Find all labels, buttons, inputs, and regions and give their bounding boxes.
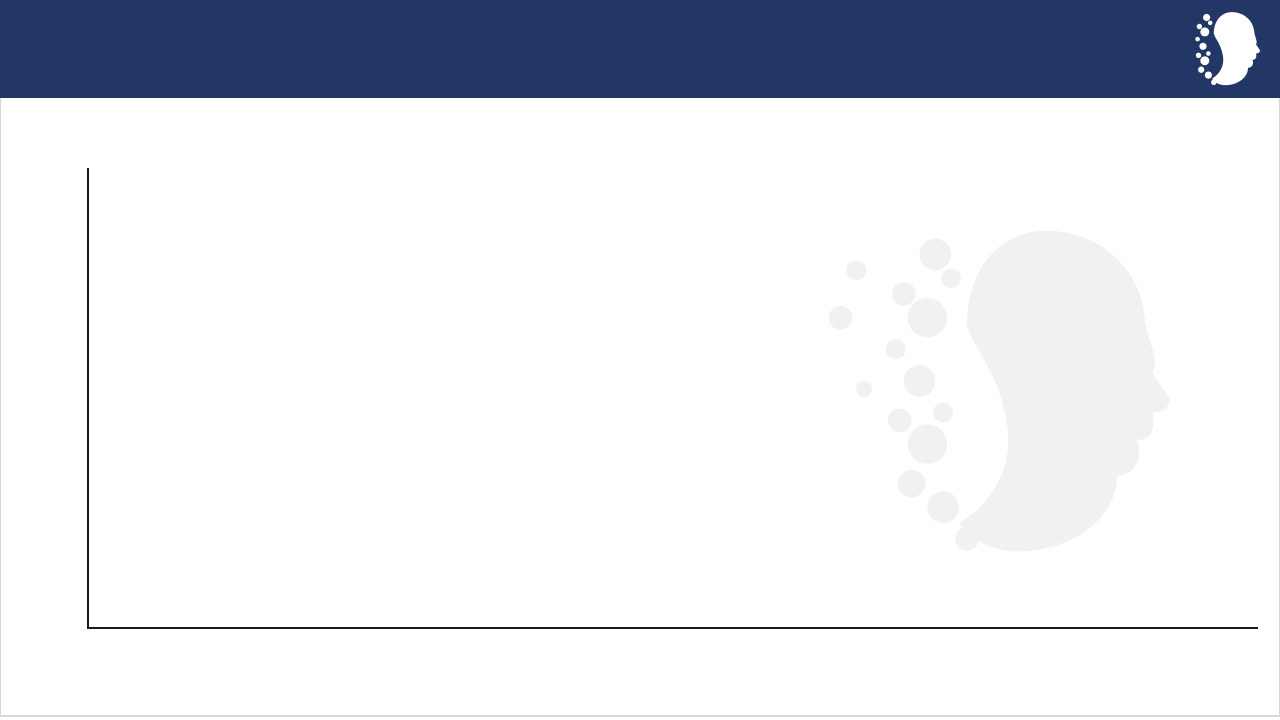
brand-logo [1191, 4, 1266, 94]
left-border [0, 98, 1, 717]
bottom-border [0, 715, 1280, 717]
header-bar [0, 0, 1280, 98]
x-axis-line [87, 627, 1258, 629]
y-axis-line [87, 168, 89, 629]
dotted-head-icon [1195, 12, 1260, 86]
